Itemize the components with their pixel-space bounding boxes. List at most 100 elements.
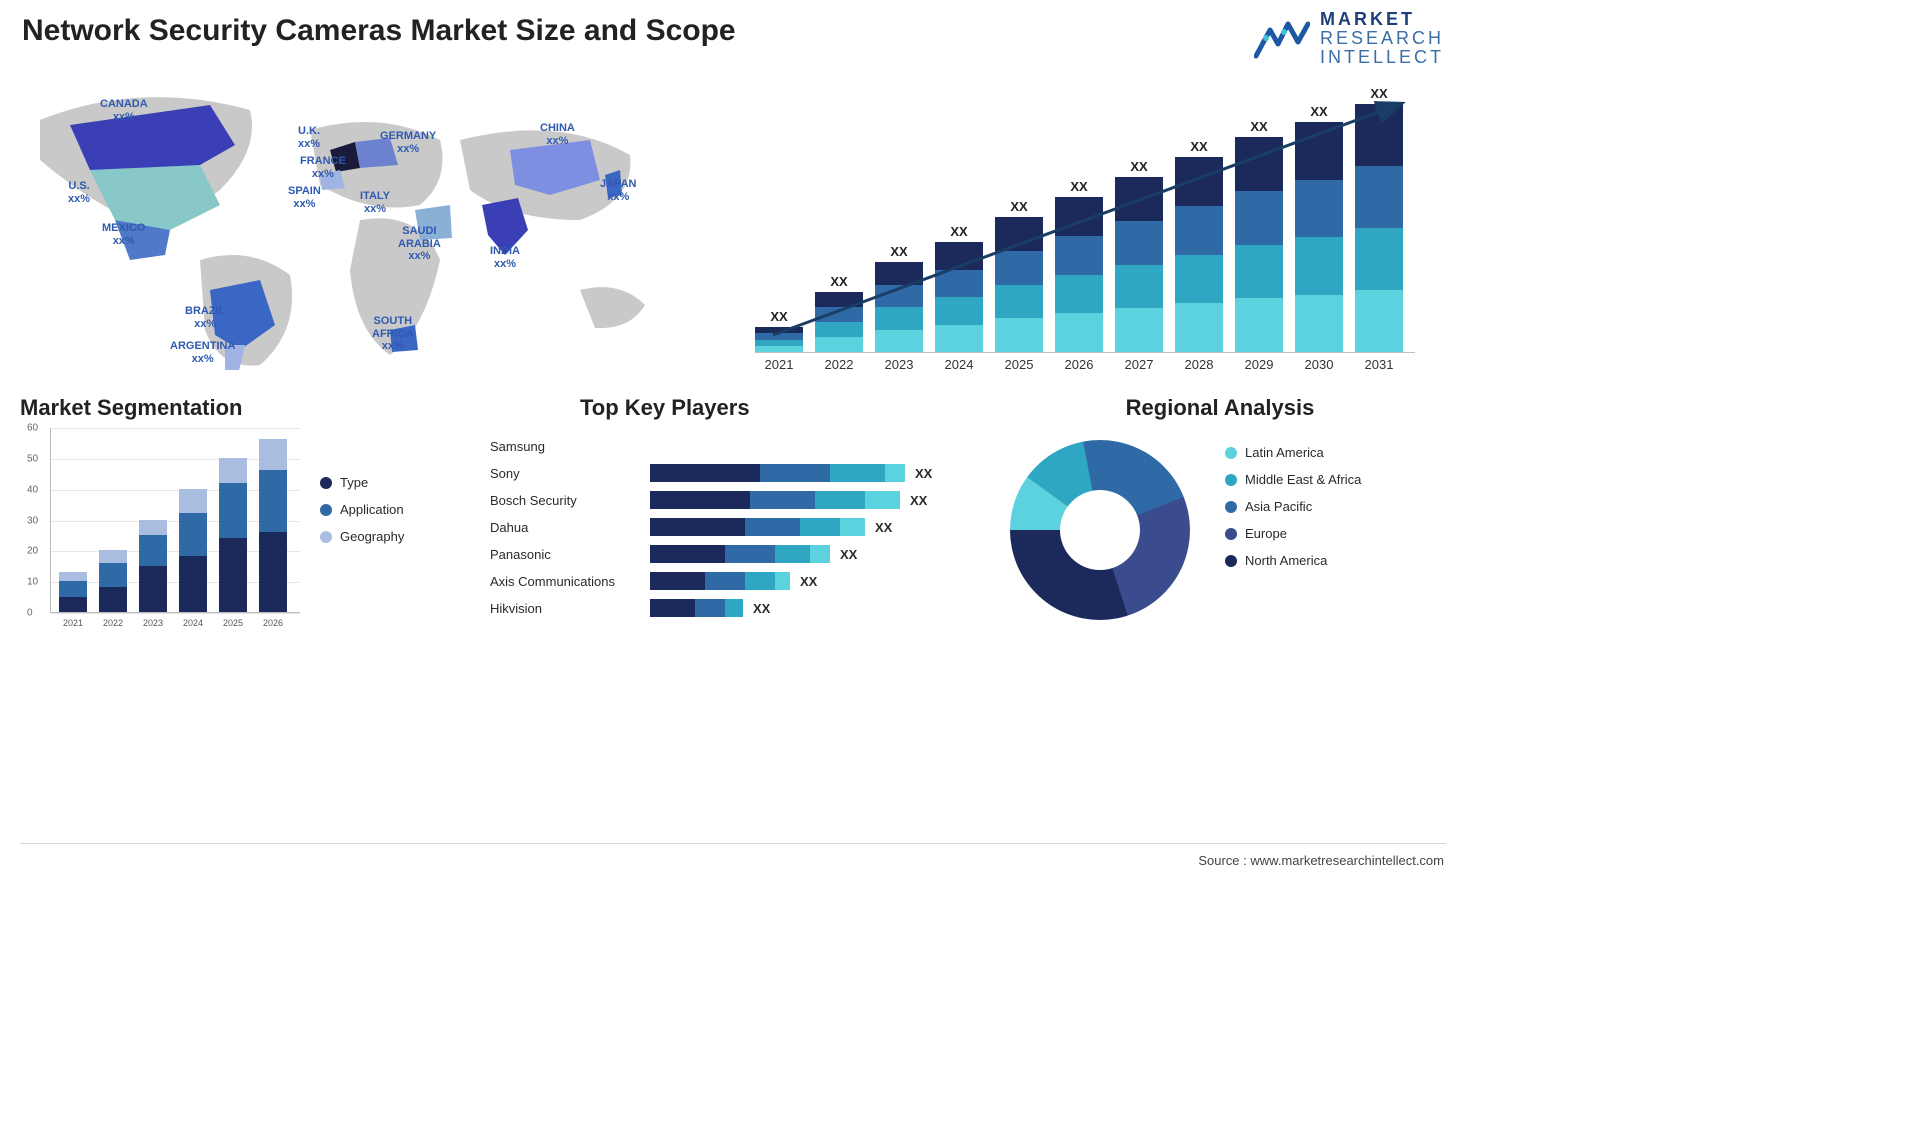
seg-chart-bar: 2025 <box>219 458 247 612</box>
seg-ytick: 0 <box>27 608 33 619</box>
tkp-bar <box>650 545 830 563</box>
main-chart-top-label: XX <box>1010 199 1027 214</box>
tkp-bar <box>650 599 743 617</box>
map-label: SOUTHAFRICAxx% <box>372 315 414 353</box>
main-chart-segment <box>1055 236 1103 275</box>
seg-xlabel: 2021 <box>63 618 83 628</box>
tkp-segment <box>865 491 900 509</box>
seg-ytick: 40 <box>27 484 38 495</box>
main-chart-segment <box>815 307 863 322</box>
world-map: CANADAxx%U.S.xx%MEXICOxx%BRAZILxx%ARGENT… <box>20 70 710 370</box>
main-chart-bar: 2025XX <box>995 217 1043 352</box>
legend-item: Type <box>320 475 404 490</box>
seg-chart-bar: 2022 <box>99 550 127 612</box>
main-chart-segment <box>1355 166 1403 228</box>
tkp-row: Bosch SecurityXX <box>490 487 970 513</box>
main-chart-bar: 2027XX <box>1115 177 1163 352</box>
map-label: BRAZILxx% <box>185 305 225 330</box>
main-chart-bar: 2021XX <box>755 327 803 352</box>
seg-chart-segment <box>59 597 87 612</box>
legend-item: Application <box>320 502 404 517</box>
segmentation-legend: Type Application Geography <box>320 475 404 544</box>
seg-chart-segment <box>179 556 207 612</box>
map-label: SPAINxx% <box>288 185 321 210</box>
tkp-segment <box>750 491 815 509</box>
main-chart-bar: 2030XX <box>1295 122 1343 352</box>
tkp-value-label: XX <box>915 466 932 481</box>
legend-swatch <box>320 477 332 489</box>
legend-label: North America <box>1245 553 1327 568</box>
main-chart-segment <box>815 337 863 352</box>
main-chart-segment <box>875 285 923 308</box>
seg-xlabel: 2025 <box>223 618 243 628</box>
seg-chart-segment <box>259 470 287 532</box>
main-chart-segment <box>875 262 923 285</box>
footer-divider <box>20 843 1446 844</box>
main-chart-segment <box>935 242 983 270</box>
main-chart-xlabel: 2030 <box>1305 357 1334 372</box>
seg-chart-segment <box>99 550 127 562</box>
main-chart-xlabel: 2029 <box>1245 357 1274 372</box>
top-key-players-section: Top Key Players SamsungSonyXXBosch Secur… <box>490 395 970 635</box>
main-chart-segment <box>815 292 863 307</box>
map-label: FRANCExx% <box>300 155 346 180</box>
main-chart-segment <box>1235 137 1283 191</box>
main-chart-segment <box>935 297 983 325</box>
tkp-segment <box>650 572 705 590</box>
tkp-player-name: Panasonic <box>490 547 650 562</box>
main-chart-segment <box>1055 275 1103 314</box>
brand-line-3: INTELLECT <box>1320 48 1444 67</box>
seg-chart-bar: 2026 <box>259 439 287 612</box>
tkp-segment <box>760 464 830 482</box>
legend-label: Geography <box>340 529 404 544</box>
legend-item: Asia Pacific <box>1225 499 1361 514</box>
main-chart-xlabel: 2025 <box>1005 357 1034 372</box>
main-chart-segment <box>1355 290 1403 352</box>
brand-arcs-icon <box>1254 16 1310 60</box>
seg-xlabel: 2026 <box>263 618 283 628</box>
map-label: ITALYxx% <box>360 190 390 215</box>
legend-label: Asia Pacific <box>1245 499 1312 514</box>
tkp-segment <box>885 464 905 482</box>
main-chart-top-label: XX <box>770 309 787 324</box>
tkp-segment <box>775 545 810 563</box>
main-chart-xlabel: 2028 <box>1185 357 1214 372</box>
tkp-player-name: Sony <box>490 466 650 481</box>
seg-chart-segment <box>59 572 87 581</box>
seg-xlabel: 2024 <box>183 618 203 628</box>
main-chart-segment <box>1115 265 1163 309</box>
main-chart-top-label: XX <box>890 244 907 259</box>
main-chart-segment <box>995 285 1043 319</box>
seg-chart-segment <box>139 535 167 566</box>
main-chart-xlabel: 2023 <box>885 357 914 372</box>
seg-chart-bar: 2023 <box>139 520 167 613</box>
seg-ytick: 20 <box>27 546 38 557</box>
seg-chart-segment <box>259 439 287 470</box>
tkp-segment <box>650 518 745 536</box>
tkp-player-name: Samsung <box>490 439 650 454</box>
ra-legend: Latin AmericaMiddle East & AfricaAsia Pa… <box>1225 445 1361 568</box>
main-chart-top-label: XX <box>1070 179 1087 194</box>
main-chart-segment <box>1115 308 1163 352</box>
map-country-usa <box>90 165 220 230</box>
main-chart-segment <box>815 322 863 337</box>
map-label: GERMANYxx% <box>380 130 436 155</box>
main-chart-segment <box>1295 180 1343 238</box>
tkp-segment <box>705 572 745 590</box>
main-chart-segment <box>995 318 1043 352</box>
main-chart-segment <box>1175 206 1223 255</box>
brand-line-2: RESEARCH <box>1320 29 1444 48</box>
market-segmentation-section: Market Segmentation 01020304050602021202… <box>20 395 470 635</box>
map-label: JAPANxx% <box>600 178 636 203</box>
legend-swatch <box>1225 501 1237 513</box>
seg-chart-segment <box>139 520 167 535</box>
main-chart-bar: 2023XX <box>875 262 923 352</box>
legend-label: Latin America <box>1245 445 1324 460</box>
segmentation-title: Market Segmentation <box>20 395 470 421</box>
legend-swatch <box>1225 555 1237 567</box>
main-chart-segment <box>935 325 983 353</box>
tkp-row: Samsung <box>490 433 970 459</box>
tkp-row: DahuaXX <box>490 514 970 540</box>
tkp-segment <box>815 491 865 509</box>
tkp-value-label: XX <box>875 520 892 535</box>
